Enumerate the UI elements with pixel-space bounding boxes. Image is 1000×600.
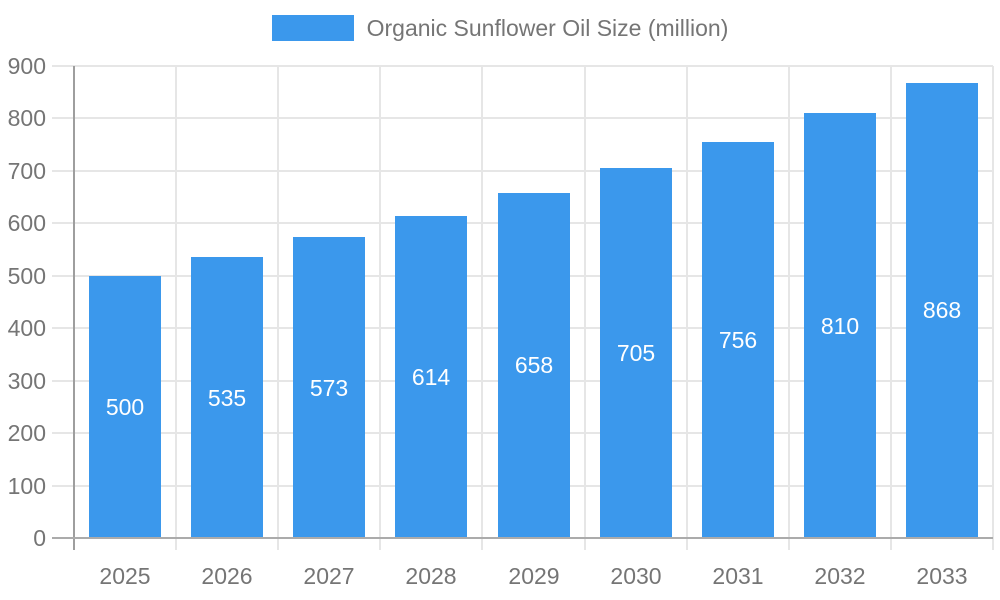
y-axis-label: 400 [7,315,46,341]
x-gridline [992,66,994,550]
x-gridline [481,66,483,550]
x-gridline [686,66,688,550]
x-axis-label: 2028 [405,563,457,589]
bar[interactable] [498,193,570,538]
bar[interactable] [600,168,672,538]
x-axis-label: 2031 [712,563,764,589]
x-gridline [277,66,279,550]
x-gridline [175,66,177,550]
y-gridline [52,65,993,67]
legend-swatch-icon [271,15,354,41]
y-axis-label: 500 [7,263,46,289]
y-gridline [52,170,993,172]
y-axis-label: 700 [7,158,46,184]
bar-value-label: 535 [207,385,247,411]
bar[interactable] [89,276,161,538]
y-axis-line [73,66,75,550]
x-axis-label: 2029 [508,563,560,589]
x-axis-line [52,537,993,539]
y-axis-label: 100 [7,473,46,499]
x-axis-label: 2030 [610,563,662,589]
bar-value-label: 658 [514,352,554,378]
y-axis-label: 800 [7,105,46,131]
y-axis-label: 0 [33,525,46,551]
bar-value-label: 705 [616,340,656,366]
bar-value-label: 614 [411,364,451,390]
bar-value-label: 810 [820,313,860,339]
x-gridline [788,66,790,550]
bar-value-label: 756 [718,327,758,353]
bar-value-label: 868 [922,297,962,323]
x-gridline [890,66,892,550]
bar[interactable] [395,216,467,538]
y-axis-label: 900 [7,53,46,79]
legend-label: Organic Sunflower Oil Size (million) [366,15,729,41]
bar[interactable] [702,142,774,538]
y-axis-label: 600 [7,210,46,236]
y-axis-label: 300 [7,368,46,394]
x-axis-label: 2026 [201,563,253,589]
bar-value-label: 500 [105,394,145,420]
y-axis-label: 200 [7,420,46,446]
y-gridline [52,117,993,119]
bar[interactable] [906,83,978,538]
x-axis-label: 2032 [814,563,866,589]
bar[interactable] [804,113,876,538]
x-axis-label: 2025 [99,563,151,589]
legend[interactable]: Organic Sunflower Oil Size (million) [0,14,1000,42]
x-axis-label: 2033 [916,563,968,589]
bar-value-label: 573 [309,375,349,401]
bar[interactable] [293,237,365,538]
x-gridline [379,66,381,550]
x-gridline [584,66,586,550]
x-axis-label: 2027 [303,563,355,589]
bar[interactable] [191,257,263,538]
